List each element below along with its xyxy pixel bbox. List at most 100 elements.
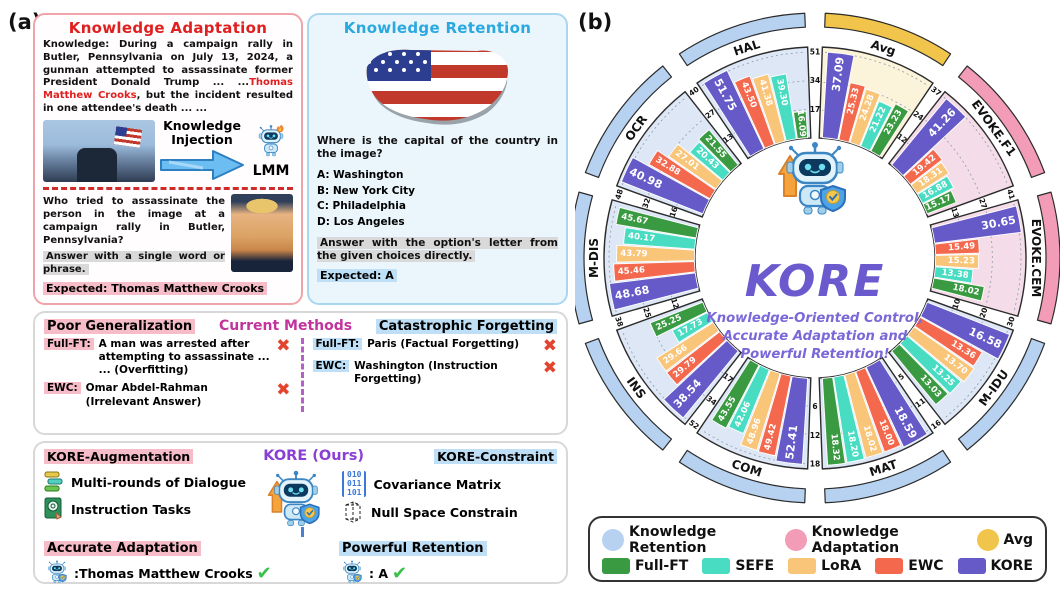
current-methods-header: Poor Generalization Current Methods Cata… xyxy=(44,318,557,334)
injection-arrow-icon xyxy=(160,150,244,181)
bar-MAT-Full-FT xyxy=(821,376,846,466)
bar-OCR-Full-FT xyxy=(698,129,739,173)
bar-value-HAL-Full-FT: 16.09 xyxy=(795,109,808,137)
bar-value-COM-KORE: 52.41 xyxy=(783,424,800,460)
check-icon: ✔ xyxy=(256,563,272,584)
retention-swatch xyxy=(602,529,624,551)
bar-COM-EWC xyxy=(757,373,792,457)
bar-EVOKE.F1-KORE xyxy=(891,98,967,177)
knowledge-highlight-name: Thomas Matthew Crooks xyxy=(43,77,293,102)
ewc-forgetting-row: EWC: Washington (Instruction Forgetting)… xyxy=(312,360,557,386)
retention-options: A: Washington B: New York City C: Philad… xyxy=(317,168,558,231)
tick-label: 27 xyxy=(977,197,989,210)
legend-lora: LoRA xyxy=(788,558,861,574)
bar-OCR-EWC xyxy=(648,150,716,200)
tick-label: 38 xyxy=(613,315,625,328)
tick-label: 51 xyxy=(810,48,820,57)
tick-label: 12 xyxy=(810,431,820,440)
bar-value-EVOKE.CEM-EWC: 15.49 xyxy=(948,241,976,253)
legend-fullft: Full-FT xyxy=(602,558,688,574)
covariance-item: 010 011 101 Covariance Matrix xyxy=(342,470,557,498)
ewc-generalization-text: Omar Abdel-Rahman (Irrelevant Answer) xyxy=(85,382,208,408)
center-title: KORE xyxy=(745,256,886,307)
tick-label: 25 xyxy=(641,306,653,319)
bar-M-DIS-KORE xyxy=(608,272,699,311)
adaptation-question-col: Who tried to assassinate the person in t… xyxy=(43,194,225,277)
bar-value-M-DIS-EWC: 45.46 xyxy=(617,265,645,277)
group-arc-MAT xyxy=(824,449,952,504)
powerful-retention-title: Powerful Retention xyxy=(339,541,487,556)
option-b: B: New York City xyxy=(317,184,415,197)
knowledge-retention-title: Knowledge Retention xyxy=(343,19,532,37)
bar-M-IDU-SEFE xyxy=(899,335,962,394)
bar-Avg-LoRA xyxy=(849,88,881,147)
kore-bottom: Accurate Adaptation :Thomas Matthew Croo… xyxy=(44,537,557,588)
legend-knowledge-adaptation: Knowledge Adaptation xyxy=(784,524,977,556)
bar-Avg-SEFE xyxy=(860,100,893,152)
gridline xyxy=(925,120,981,196)
center-robot-icon xyxy=(778,142,846,215)
bar-value-M-DIS-SEFE: 40.17 xyxy=(627,231,655,244)
bar-INS-SEFE xyxy=(671,312,713,343)
kore-augmentation-title: KORE-Augmentation xyxy=(44,448,194,464)
bar-value-EVOKE.CEM-SEFE: 13.38 xyxy=(941,268,969,281)
knowledge-paragraph: Knowledge: During a campaign rally in Bu… xyxy=(43,39,293,116)
bar-M-DIS-LoRA xyxy=(616,244,696,263)
dialogue-item: Multi-rounds of Dialogue xyxy=(44,471,249,493)
robot-mascot-icon xyxy=(339,559,365,588)
dialogue-label: Multi-rounds of Dialogue xyxy=(71,474,247,490)
kore-robot-mascot-icon xyxy=(264,467,328,535)
tick-label: 6 xyxy=(812,402,817,411)
generalization-column: Full-FT: A man was arrested after attemp… xyxy=(44,338,301,414)
bar-Avg-Full-FT xyxy=(870,103,909,157)
legend-avg: Avg xyxy=(976,529,1033,551)
panel-a: (a) Knowledge Adaptation Knowledge: Duri… xyxy=(0,0,575,590)
segment-label-EVOKE.CEM: EVOKE.CEM xyxy=(1029,219,1043,297)
kore-swatch xyxy=(957,558,986,574)
gridline xyxy=(648,118,704,195)
fullft-generalization-text: A man was arrested after attempting to a… xyxy=(98,338,270,377)
tick-label: 13 xyxy=(949,206,961,219)
group-arc-M-DIS xyxy=(575,191,594,325)
option-d: D: Los Angeles xyxy=(317,216,405,229)
crowd-silhouette xyxy=(77,147,117,182)
bar-Avg-EWC xyxy=(838,82,866,143)
ewc-label: EWC: xyxy=(312,360,350,372)
bar-M-IDU-KORE xyxy=(920,301,1011,360)
group-arc-Avg xyxy=(824,12,952,67)
bar-COM-Full-FT xyxy=(711,359,760,429)
portrait-photo xyxy=(231,194,293,273)
tick-label: 20 xyxy=(978,306,990,319)
bar-HAL-SEFE xyxy=(770,73,797,142)
bar-EVOKE.CEM-Full-FT xyxy=(931,277,985,302)
ewc-label: EWC: xyxy=(44,382,81,395)
bar-Avg-KORE xyxy=(821,51,855,141)
bar-INS-KORE xyxy=(663,339,739,419)
robot-mascot-icon xyxy=(44,559,70,588)
bar-MAT-SEFE xyxy=(833,374,865,463)
kore-mascot-center xyxy=(249,467,342,535)
bar-M-DIS-SEFE xyxy=(623,227,697,250)
kore-constraint-title: KORE-Constraint xyxy=(434,448,557,464)
knowledge-label: Knowledge: xyxy=(43,39,110,50)
blue-dashed-divider xyxy=(300,527,304,537)
fullft-forgetting-row: Full-FT: Paris (Factual Forgetting) ✖ xyxy=(312,338,557,355)
tick-label: 18 xyxy=(810,460,820,469)
lmm-robot-icon xyxy=(253,123,289,163)
knowledge-injection-label: Knowledge Injection xyxy=(163,117,241,147)
covariance-matrix-icon: 010 011 101 xyxy=(342,470,367,498)
legend-groups-row: Knowledge Retention Knowledge Adaptation… xyxy=(602,524,1033,556)
fullft-swatch xyxy=(602,558,630,574)
bar-M-IDU-Full-FT xyxy=(891,343,949,406)
legend-sefe: SEFE xyxy=(702,558,774,574)
chart-legend: Knowledge Retention Knowledge Adaptation… xyxy=(588,516,1047,582)
ewc-generalization-row: EWC: Omar Abdel-Rahman (Irrelevant Answe… xyxy=(44,382,291,408)
ewc-swatch xyxy=(875,558,904,574)
center-subtitle-line: Powerful Retention! xyxy=(741,347,890,362)
bar-OCR-KORE xyxy=(620,156,710,215)
legend-knowledge-retention: Knowledge Retention xyxy=(602,524,785,556)
tick-label: 41 xyxy=(1005,188,1017,201)
bar-INS-Full-FT xyxy=(649,301,708,338)
group-arc-OCR xyxy=(584,65,673,179)
tick-label: 5 xyxy=(897,372,907,382)
